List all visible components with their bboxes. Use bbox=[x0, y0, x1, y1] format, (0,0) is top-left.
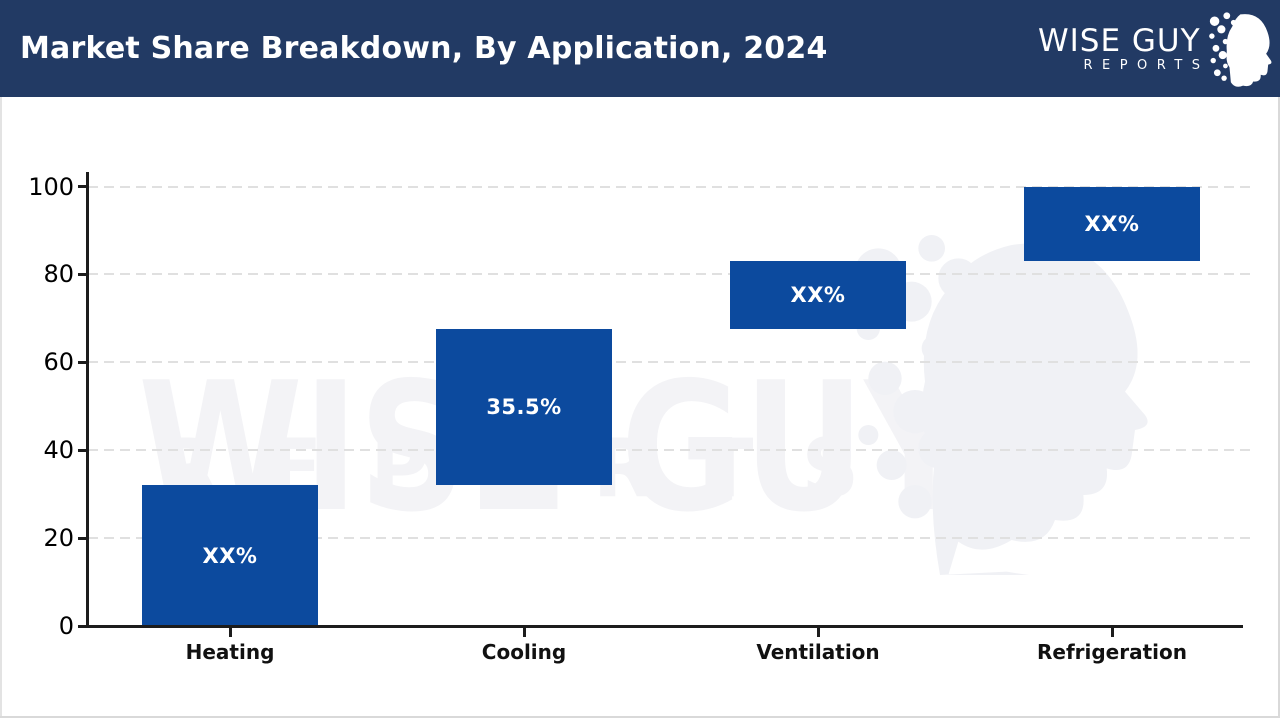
x-tick-cooling bbox=[522, 628, 526, 637]
y-tick-label: 40 bbox=[43, 436, 74, 465]
bar-value-label: 35.5% bbox=[486, 395, 562, 420]
y-tick-0 bbox=[78, 624, 87, 628]
x-category-label: Heating bbox=[185, 640, 275, 664]
y-axis-line bbox=[86, 172, 89, 628]
page-border-right bbox=[1278, 97, 1280, 718]
page-border-bottom bbox=[0, 716, 1280, 718]
y-tick-60 bbox=[78, 360, 87, 364]
y-tick-100 bbox=[78, 185, 87, 189]
bar-ventilation: XX% bbox=[730, 261, 906, 330]
y-tick-label: 20 bbox=[43, 524, 74, 553]
gridline-y-80 bbox=[88, 273, 1253, 276]
x-axis-line bbox=[86, 625, 1243, 628]
logo-text: WISE GUY REPORTS bbox=[1038, 24, 1201, 74]
x-category-label: Cooling bbox=[481, 640, 567, 664]
logo-wordmark: WISE GUY bbox=[1038, 23, 1201, 59]
logo-face-icon bbox=[1208, 12, 1272, 87]
gridline-y-60 bbox=[88, 361, 1253, 364]
gridline-y-100 bbox=[88, 185, 1253, 188]
y-tick-20 bbox=[78, 536, 87, 540]
bar-heating: XX% bbox=[142, 485, 318, 626]
x-category-label: Refrigeration bbox=[1036, 640, 1188, 664]
x-category-label: Ventilation bbox=[756, 640, 880, 664]
x-tick-ventilation bbox=[816, 628, 820, 637]
y-tick-80 bbox=[78, 272, 87, 276]
header: Market Share Breakdown, By Application, … bbox=[0, 0, 1280, 97]
page-border-left bbox=[0, 97, 2, 718]
bar-value-label: XX% bbox=[1084, 211, 1140, 236]
bar-refrigeration: XX% bbox=[1024, 186, 1200, 262]
y-tick-40 bbox=[78, 448, 87, 452]
x-tick-heating bbox=[228, 628, 232, 637]
y-tick-label: 60 bbox=[43, 348, 74, 377]
gridline-y-40 bbox=[88, 449, 1253, 452]
wiseguy-logo: WISE GUY REPORTS bbox=[1038, 8, 1272, 90]
y-tick-label: 80 bbox=[43, 260, 74, 289]
bar-value-label: XX% bbox=[202, 543, 258, 568]
gridline-y-20 bbox=[88, 537, 1253, 540]
x-tick-refrigeration bbox=[1110, 628, 1114, 637]
bar-value-label: XX% bbox=[790, 283, 846, 308]
bar-cooling: 35.5% bbox=[436, 329, 612, 486]
y-tick-label: 100 bbox=[28, 172, 74, 201]
logo-subtext: REPORTS bbox=[1083, 58, 1210, 73]
y-tick-label: 0 bbox=[58, 612, 74, 640]
page-title: Market Share Breakdown, By Application, … bbox=[20, 31, 828, 66]
